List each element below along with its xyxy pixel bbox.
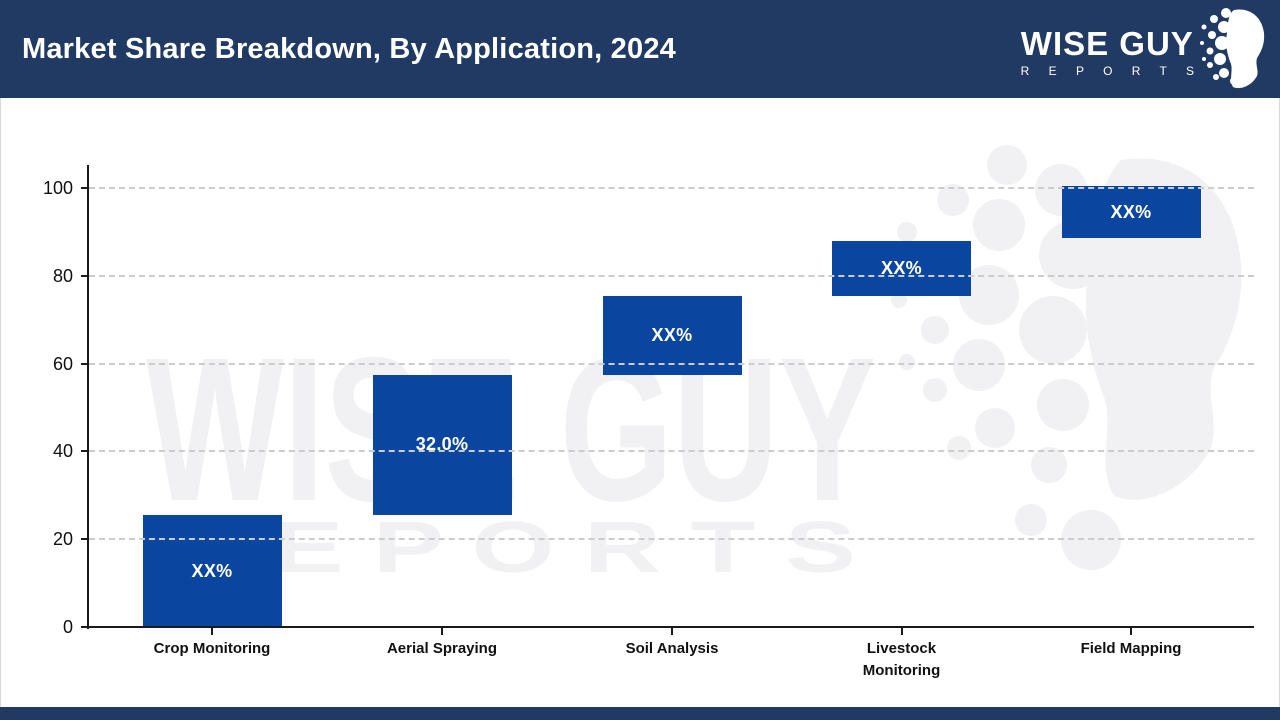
ytick-label-60: 60 <box>52 353 73 374</box>
logo-wordmark: WISE GUY <box>1020 24 1194 62</box>
gridline-60 <box>89 362 1254 365</box>
bar-value-label: XX% <box>881 257 922 278</box>
ytick-mark-60 <box>81 362 87 365</box>
header-bar: Market Share Breakdown, By Application, … <box>0 0 1280 98</box>
xtick-mark-5 <box>1130 628 1132 635</box>
gridline-40 <box>89 450 1254 453</box>
ytick-label-20: 20 <box>52 529 73 550</box>
xtick-mark-1 <box>211 628 213 635</box>
logo-subtitle: R E P O R T S <box>1020 63 1202 78</box>
ytick-mark-100 <box>81 187 87 189</box>
xtick-mark-2 <box>441 628 443 635</box>
gridline-100 <box>89 187 1254 189</box>
ytick-mark-80 <box>81 274 87 277</box>
x-axis <box>87 626 1254 628</box>
bar-segment-4: XX% <box>832 240 971 296</box>
xtick-mark-3 <box>671 628 673 635</box>
gridline-80 <box>89 274 1254 277</box>
ytick-mark-40 <box>81 450 87 453</box>
bar-value-label: XX% <box>191 560 233 581</box>
ytick-label-80: 80 <box>52 265 73 286</box>
bar-value-label: XX% <box>651 324 693 345</box>
xtick-label-4: Livestock Monitoring <box>862 640 941 679</box>
bar-segment-5: XX% <box>1061 185 1201 239</box>
bar-segment-2: 32.0% <box>372 374 512 516</box>
bar-segment-3: XX% <box>602 295 742 375</box>
footer-bar <box>0 707 1280 720</box>
chart-canvas: WISE GUY R E P O R T S XX% 32.0% XX% XX% XX%… <box>0 98 1280 707</box>
logo-text: WISE GUY R E P O R T S <box>1021 27 1194 78</box>
dotted-face-icon <box>1200 8 1265 89</box>
wise-guy-logo: WISE GUY R E P O R T S <box>1021 7 1266 91</box>
bar-segment-1: XX% <box>142 515 282 627</box>
bar-value-label: 32.0% <box>415 434 469 455</box>
xtick-label-3: Soil Analysis <box>625 640 719 657</box>
ytick-mark-0 <box>81 626 87 628</box>
xtick-label-2: Aerial Spraying <box>386 640 498 657</box>
gridline-20 <box>89 538 1254 541</box>
ytick-label-0: 0 <box>62 617 73 637</box>
xtick-label-5: Field Mapping <box>1080 640 1182 657</box>
bar-value-label: XX% <box>1110 201 1152 222</box>
ytick-mark-20 <box>81 538 87 541</box>
y-axis <box>87 165 89 629</box>
chart-title: Market Share Breakdown, By Application, … <box>22 32 676 65</box>
ytick-label-40: 40 <box>52 441 73 462</box>
xtick-mark-4 <box>900 628 903 635</box>
ytick-label-100: 100 <box>42 178 73 198</box>
xtick-label-1: Crop Monitoring <box>153 640 271 657</box>
